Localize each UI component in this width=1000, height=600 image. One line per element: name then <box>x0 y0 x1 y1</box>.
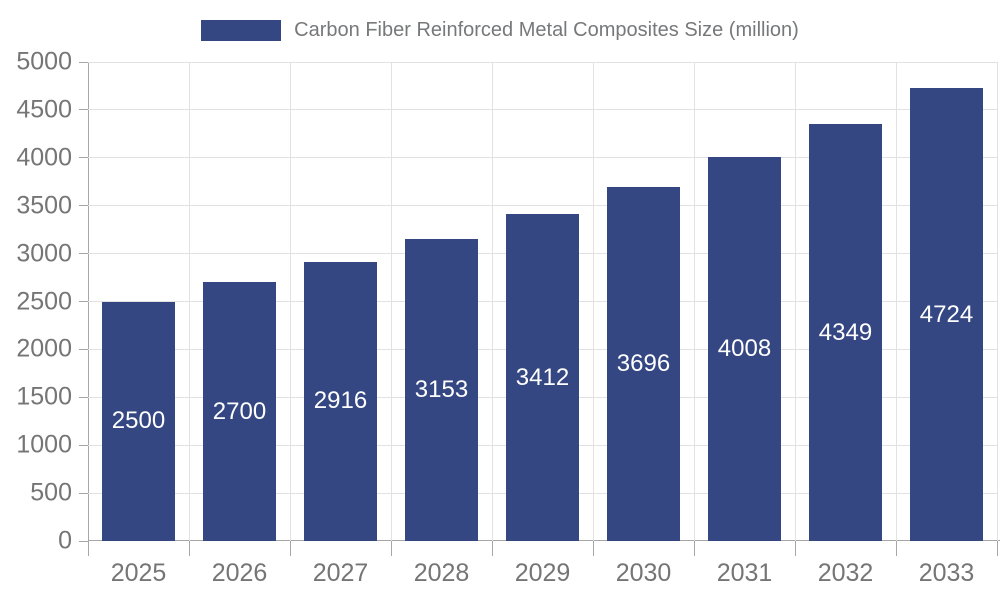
v-gridline <box>895 62 897 541</box>
v-gridline <box>592 62 594 541</box>
bar[interactable]: 3696 <box>607 186 680 541</box>
y-axis-tick <box>79 253 88 255</box>
v-gridline <box>390 62 392 541</box>
bar-value-label: 2500 <box>111 407 166 435</box>
bar[interactable]: 2700 <box>203 282 276 541</box>
y-tick-label: 2500 <box>16 287 72 315</box>
v-gridline <box>289 62 291 541</box>
y-axis-tick <box>79 540 88 542</box>
x-tick-label: 2026 <box>211 559 268 587</box>
bar-value-label: 3153 <box>414 375 469 403</box>
y-axis-tick <box>79 396 88 398</box>
h-gridline <box>88 109 997 111</box>
x-tick-label: 2032 <box>817 559 874 587</box>
y-tick-label: 5000 <box>16 47 72 76</box>
bar[interactable]: 3153 <box>405 238 478 541</box>
x-tick-label: 2030 <box>615 559 672 587</box>
bar[interactable]: 2500 <box>102 301 175 541</box>
y-tick-label: 3500 <box>16 191 72 220</box>
v-gridline <box>188 62 190 541</box>
x-axis-tick <box>693 541 695 556</box>
y-axis-line <box>88 62 89 556</box>
legend[interactable]: Carbon Fiber Reinforced Metal Composites… <box>0 19 1000 41</box>
x-axis-tick <box>289 541 291 556</box>
y-tick-label: 4000 <box>16 143 72 172</box>
bar-value-label: 3696 <box>616 349 671 377</box>
x-tick-label: 2029 <box>514 559 571 587</box>
legend-swatch <box>201 19 282 41</box>
x-axis-tick <box>592 541 594 556</box>
bar-value-label: 4349 <box>818 318 873 346</box>
y-axis-tick <box>79 205 88 207</box>
legend-label: Carbon Fiber Reinforced Metal Composites… <box>294 18 799 41</box>
x-axis-tick <box>895 541 897 556</box>
y-axis-tick <box>79 492 88 494</box>
h-gridline <box>88 157 997 159</box>
x-axis-tick <box>390 541 392 556</box>
bar[interactable]: 4724 <box>910 88 983 541</box>
bar[interactable]: 3412 <box>506 214 579 541</box>
v-gridline <box>693 62 695 541</box>
bar-value-label: 2700 <box>212 397 267 425</box>
y-axis-tick <box>79 301 88 302</box>
h-gridline <box>88 61 997 63</box>
y-tick-label: 1500 <box>16 382 72 411</box>
x-axis-tick <box>794 541 796 556</box>
y-axis-tick <box>79 109 88 111</box>
x-tick-label: 2027 <box>312 559 369 587</box>
h-gridline <box>88 205 997 207</box>
bar-value-label: 4724 <box>919 300 974 328</box>
y-axis-tick <box>79 444 88 446</box>
y-tick-label: 0 <box>58 526 72 555</box>
bar[interactable]: 2916 <box>304 261 377 541</box>
x-axis-tick <box>491 541 493 556</box>
bar[interactable]: 4349 <box>809 124 882 541</box>
v-gridline <box>996 62 998 541</box>
y-tick-label: 500 <box>30 478 72 507</box>
y-tick-label: 2000 <box>16 334 72 363</box>
x-tick-label: 2028 <box>413 559 470 587</box>
x-axis-tick <box>996 541 998 556</box>
bar-value-label: 3412 <box>515 363 570 391</box>
v-gridline <box>491 62 493 541</box>
y-tick-label: 3000 <box>16 239 72 268</box>
y-tick-label: 4500 <box>16 95 72 124</box>
y-axis-tick <box>79 157 88 159</box>
v-gridline <box>794 62 796 541</box>
y-tick-label: 1000 <box>16 430 72 459</box>
y-axis-tick <box>79 348 88 350</box>
x-tick-label: 2033 <box>918 559 975 587</box>
x-tick-label: 2025 <box>110 559 167 587</box>
bar[interactable]: 4008 <box>708 157 781 541</box>
x-axis-tick <box>188 541 190 556</box>
y-axis-tick <box>79 61 88 63</box>
bar-value-label: 2916 <box>313 387 368 415</box>
x-tick-label: 2031 <box>716 559 773 587</box>
bar-value-label: 4008 <box>717 335 772 363</box>
plot-area: 0 500 1000 1500 2000 2500 3000 3500 4000 4500 5000… <box>16 49 1000 586</box>
